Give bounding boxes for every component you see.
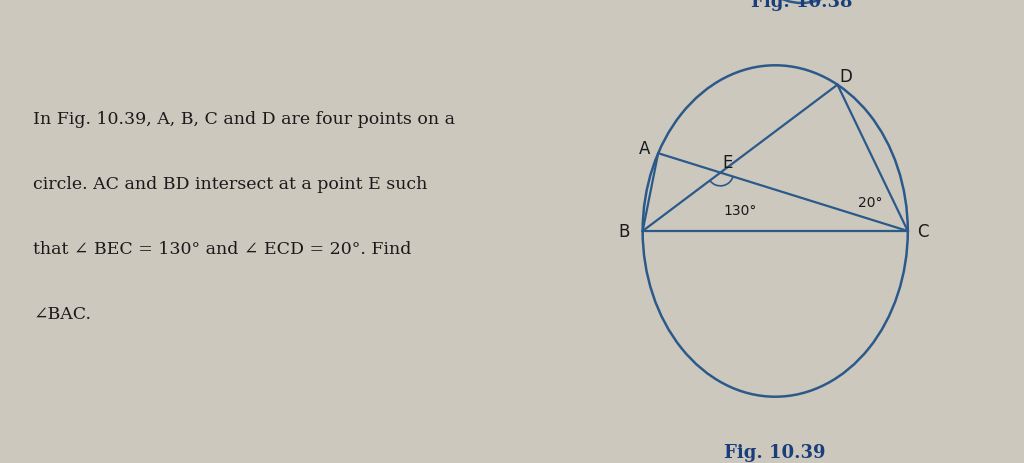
Text: Fig. 10.39: Fig. 10.39 xyxy=(724,443,826,461)
Text: 20°: 20° xyxy=(858,195,883,209)
Text: C: C xyxy=(918,223,929,240)
Text: that ∠ BEC = 130° and ∠ ECD = 20°. Find: that ∠ BEC = 130° and ∠ ECD = 20°. Find xyxy=(33,241,412,258)
Text: 130°: 130° xyxy=(724,203,757,217)
Text: In Fig. 10.39, A, B, C and D are four points on a: In Fig. 10.39, A, B, C and D are four po… xyxy=(33,111,456,128)
Text: Fig. 10.38: Fig. 10.38 xyxy=(751,0,853,11)
Text: B: B xyxy=(618,223,630,240)
Text: A: A xyxy=(639,140,650,158)
Text: D: D xyxy=(840,68,853,86)
Text: E: E xyxy=(722,154,732,172)
Text: circle. AC and BD intersect at a point E such: circle. AC and BD intersect at a point E… xyxy=(33,176,428,193)
Text: ∠BAC.: ∠BAC. xyxy=(33,306,91,323)
